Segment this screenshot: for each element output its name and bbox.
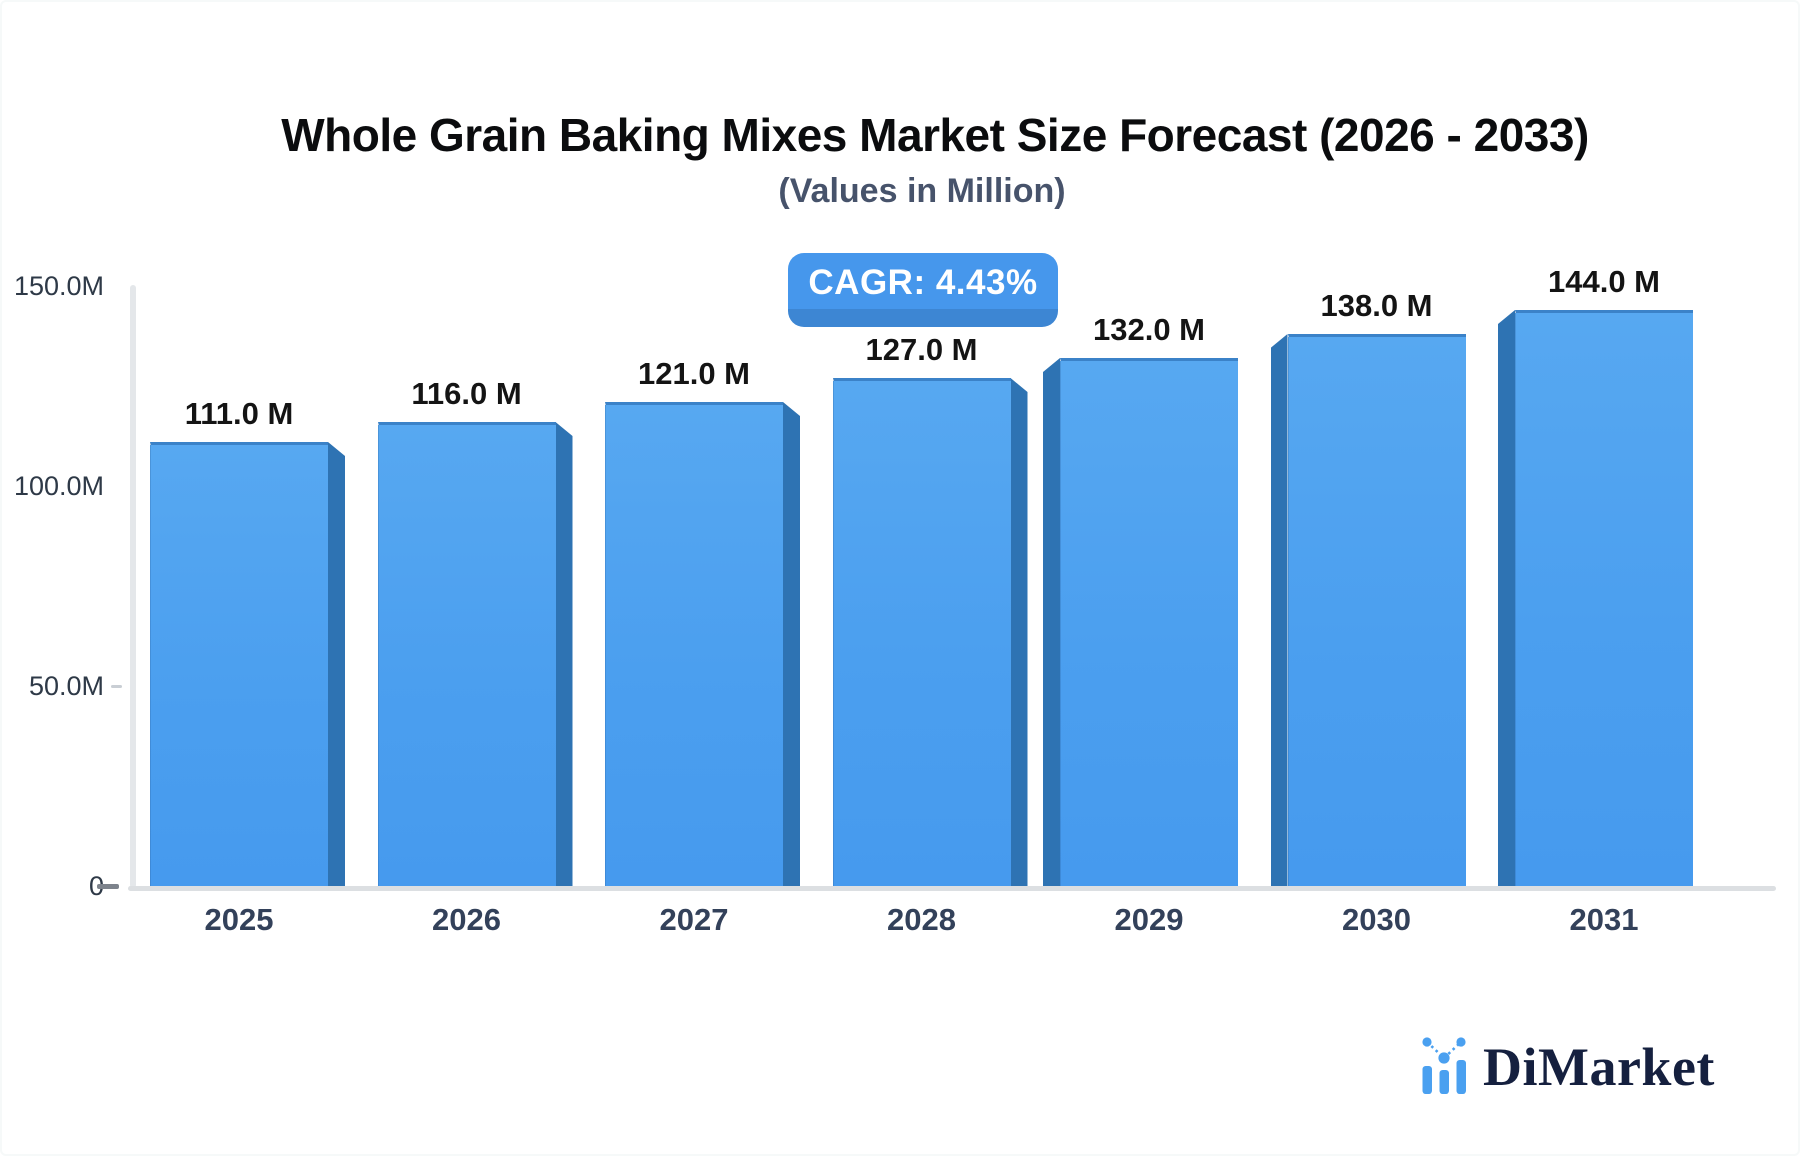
- y-tick-mark: [97, 884, 119, 889]
- bar-2030: [1287, 334, 1466, 886]
- bar-side-face: [328, 442, 345, 886]
- bar-2029: [1060, 358, 1238, 886]
- bar-2025: [150, 442, 328, 886]
- bar-2026: [377, 422, 556, 886]
- y-tick-label: 150.0M: [13, 271, 104, 301]
- cagr-badge-label: CAGR: 4.43%: [808, 263, 1038, 302]
- dimarket-logo: DiMarket: [1418, 1034, 1715, 1099]
- bar-value-label: 138.0 M: [1320, 288, 1433, 323]
- x-axis-label: 2026: [432, 902, 501, 937]
- bar-side-face: [1270, 334, 1288, 886]
- bar-value-label: 132.0 M: [1092, 312, 1205, 347]
- x-axis-label: 2027: [659, 902, 729, 937]
- y-tick-mark: [111, 685, 122, 688]
- bar-2027: [605, 402, 783, 886]
- chart-subtitle: (Values in Million): [778, 172, 1066, 210]
- bar-value-label: 116.0 M: [411, 376, 522, 411]
- bar-value-label: 111.0 M: [184, 396, 294, 431]
- bar-side-face: [1043, 358, 1060, 886]
- y-tick-label: 50.0M: [28, 671, 104, 701]
- x-axis-label: 2030: [1342, 902, 1411, 937]
- logo-text: DiMarket: [1483, 1036, 1715, 1097]
- chart-title: Whole Grain Baking Mixes Market Size For…: [281, 109, 1589, 161]
- bar-value-label: 144.0 M: [1547, 264, 1660, 299]
- x-axis-label: 2029: [1114, 902, 1184, 937]
- x-axis-label: 2025: [204, 902, 274, 937]
- bar-side-face: [1010, 378, 1028, 886]
- y-tick-label: 0: [0, 869, 104, 903]
- bar-side-face: [1498, 310, 1515, 886]
- x-axis-baseline: [128, 886, 1776, 891]
- bar-2028: [832, 378, 1011, 886]
- bar-side-face: [555, 422, 573, 886]
- x-axis-label: 2031: [1569, 902, 1639, 937]
- bar-side-face: [783, 402, 800, 886]
- bar-value-label: 127.0 M: [865, 332, 978, 367]
- bar-line-chart-icon: [1418, 1034, 1470, 1099]
- y-tick-label: 100.0M: [13, 471, 104, 501]
- bar-2031: [1515, 310, 1693, 886]
- y-axis-line: [130, 285, 136, 888]
- cagr-badge: CAGR: 4.43%: [788, 253, 1058, 327]
- x-axis-label: 2028: [887, 902, 956, 937]
- bar-value-label: 121.0 M: [637, 356, 750, 391]
